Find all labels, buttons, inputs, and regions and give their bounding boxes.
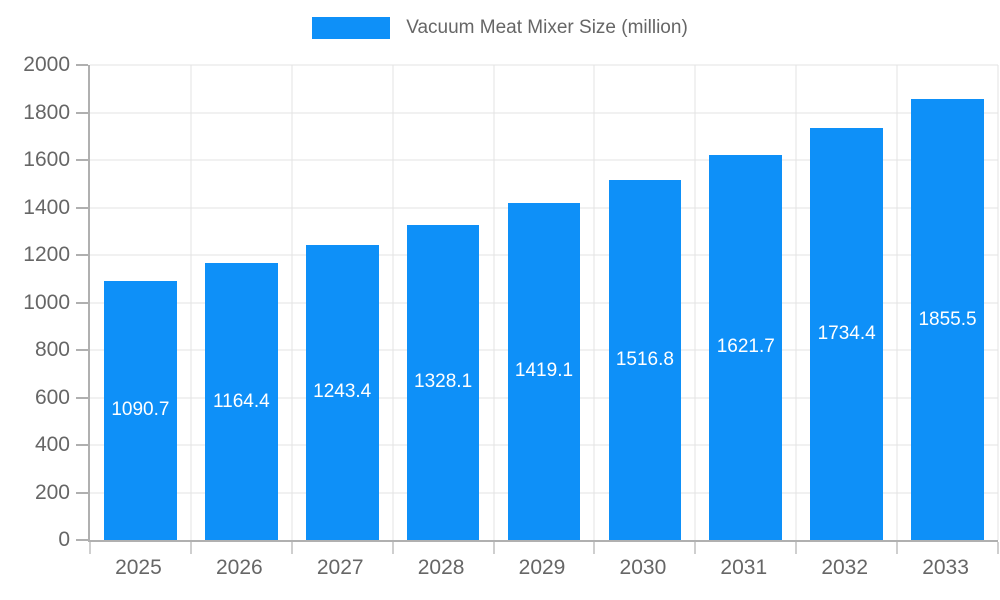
y-tick-label: 0	[58, 528, 70, 551]
y-tick-label: 2000	[23, 53, 70, 76]
x-gridline	[392, 65, 394, 540]
y-tick-label: 1600	[23, 148, 70, 171]
x-tick-label: 2031	[720, 556, 768, 579]
x-gridline	[493, 65, 495, 540]
x-tick-label: 2026	[215, 556, 263, 579]
x-tick-mark	[694, 542, 697, 554]
bar-value-label: 1419.1	[514, 360, 574, 382]
y-tick-mark	[76, 206, 88, 209]
chart-legend: Vacuum Meat Mixer Size (million)	[0, 17, 1000, 39]
x-tick-mark	[795, 542, 798, 554]
y-gridline	[90, 159, 998, 161]
y-tick-mark	[76, 254, 88, 256]
y-axis: 0 200 400 600 800 1000 1200 1400 1600 1800 2000	[0, 53, 70, 551]
y-tick-label: 800	[34, 338, 70, 361]
bar-2026[interactable]: 1164.4	[205, 263, 278, 540]
bar-cell: 1621.7	[695, 65, 796, 540]
bar-cell: 1164.4	[191, 65, 292, 540]
x-gridline	[896, 65, 898, 540]
x-tick-mark	[997, 542, 999, 554]
bar-2027[interactable]: 1243.4	[305, 244, 379, 540]
x-gridline	[593, 65, 595, 540]
x-tick-label: 2028	[417, 556, 465, 579]
x-tick-mark	[896, 542, 899, 554]
x-tick-mark	[290, 542, 293, 554]
y-tick-mark	[76, 396, 88, 399]
x-tick-mark	[391, 542, 394, 554]
y-tick-label: 600	[34, 385, 70, 409]
x-gridline	[795, 65, 797, 540]
bar-cell: 1419.1	[494, 65, 595, 540]
bar-2029[interactable]: 1419.1	[507, 202, 581, 540]
bar-cell: 1516.8	[594, 65, 695, 540]
x-tick-label: 2029	[518, 556, 566, 579]
x-tick-label: 2030	[619, 556, 667, 579]
bar-value-label: 1328.1	[414, 371, 473, 393]
x-axis: 2025 2026 2027 2028 2029 2030 2031 2032 2033	[88, 556, 996, 580]
bar-cell: 1328.1	[393, 65, 494, 540]
y-tick-mark	[76, 301, 88, 304]
x-tick-label: 2032	[821, 556, 869, 579]
x-tick-mark	[593, 542, 596, 554]
y-tick-mark	[76, 539, 88, 541]
x-tick-mark	[189, 542, 192, 554]
bar-2032[interactable]: 1734.4	[810, 128, 883, 540]
x-tick-mark	[492, 542, 495, 554]
y-tick-label: 200	[34, 480, 70, 504]
x-tick-label: 2027	[316, 556, 364, 579]
bar-cell: 1855.5	[897, 65, 998, 540]
y-tick-mark	[76, 349, 88, 351]
y-tick-mark	[76, 64, 88, 66]
bar-value-label: 1090.7	[111, 399, 170, 421]
bar-value-label: 1621.7	[716, 336, 775, 358]
bar-2025[interactable]: 1090.7	[104, 280, 177, 540]
x-tick-label: 2025	[115, 556, 162, 579]
y-tick-mark	[76, 111, 88, 114]
x-tick-label: 2033	[922, 556, 969, 579]
bar-2030[interactable]: 1516.8	[608, 179, 682, 540]
bar-value-label: 1734.4	[817, 323, 876, 345]
y-tick-mark	[76, 444, 88, 446]
legend-swatch	[312, 17, 391, 39]
x-gridline	[190, 65, 192, 540]
bar-cell: 1734.4	[796, 65, 897, 540]
plot-area: 1090.7 1164.4 1243.4 1328.1 1419.1 1516.8 1621…	[76, 64, 999, 554]
bar-value-label: 1855.5	[918, 308, 977, 330]
y-gridline	[90, 112, 998, 113]
bar-value-label: 1243.4	[313, 381, 372, 403]
legend-item[interactable]: Vacuum Meat Mixer Size (million)	[312, 17, 688, 39]
bar-2033[interactable]: 1855.5	[911, 99, 984, 540]
x-tick-mark	[89, 542, 91, 554]
bar-cell: 1243.4	[292, 65, 393, 540]
y-gridline	[90, 64, 998, 66]
x-gridline	[694, 65, 696, 540]
legend-label: Vacuum Meat Mixer Size (million)	[406, 17, 688, 38]
x-gridline	[997, 65, 999, 540]
y-tick-mark	[76, 159, 88, 161]
bars-container: 1090.7 1164.4 1243.4 1328.1 1419.1 1516.8 1621…	[90, 65, 998, 540]
bar-cell: 1090.7	[90, 65, 191, 540]
bar-2028[interactable]: 1328.1	[406, 224, 480, 540]
bar-2031[interactable]: 1621.7	[709, 154, 783, 540]
x-gridline	[291, 65, 293, 540]
y-tick-label: 1800	[23, 100, 70, 124]
y-tick-mark	[76, 491, 88, 494]
y-tick-label: 400	[34, 433, 70, 456]
bar-value-label: 1516.8	[615, 348, 674, 370]
bar-value-label: 1164.4	[212, 390, 270, 412]
y-tick-label: 1000	[23, 290, 70, 314]
y-tick-label: 1200	[23, 243, 70, 266]
y-tick-label: 1400	[23, 195, 70, 219]
